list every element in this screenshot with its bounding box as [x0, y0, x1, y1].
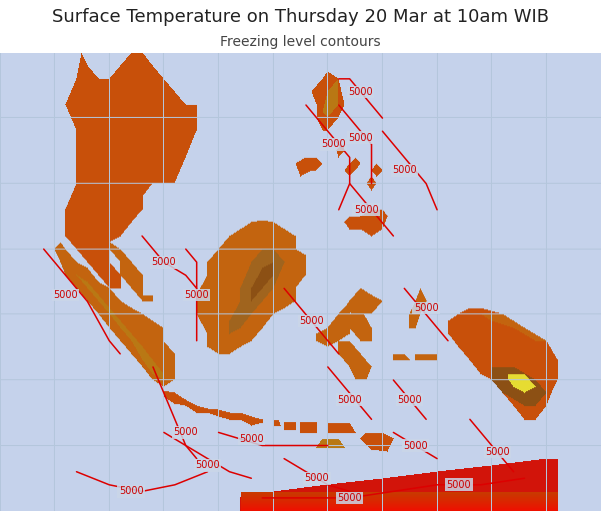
- Text: 5000: 5000: [337, 493, 362, 503]
- Text: 5000: 5000: [151, 257, 176, 267]
- Text: 5000: 5000: [185, 290, 209, 300]
- Text: 5000: 5000: [305, 473, 329, 483]
- Text: 5000: 5000: [392, 166, 416, 175]
- Text: 5000: 5000: [321, 140, 346, 149]
- Text: 5000: 5000: [119, 486, 144, 496]
- Text: 5000: 5000: [195, 460, 220, 470]
- Text: 5000: 5000: [337, 394, 362, 405]
- Text: 5000: 5000: [239, 434, 264, 444]
- Text: 5000: 5000: [354, 205, 379, 215]
- Text: 5000: 5000: [174, 427, 198, 437]
- Text: 5000: 5000: [447, 480, 471, 490]
- Text: 5000: 5000: [53, 290, 78, 300]
- Text: 5000: 5000: [485, 447, 510, 457]
- Text: 5000: 5000: [397, 394, 422, 405]
- Text: 5000: 5000: [349, 87, 373, 97]
- Text: 5000: 5000: [414, 303, 439, 313]
- Text: 5000: 5000: [349, 133, 373, 143]
- Text: Freezing level contours: Freezing level contours: [220, 35, 381, 49]
- Text: 5000: 5000: [403, 440, 427, 451]
- Text: 5000: 5000: [299, 316, 324, 326]
- Text: Surface Temperature on Thursday 20 Mar at 10am WIB: Surface Temperature on Thursday 20 Mar a…: [52, 8, 549, 26]
